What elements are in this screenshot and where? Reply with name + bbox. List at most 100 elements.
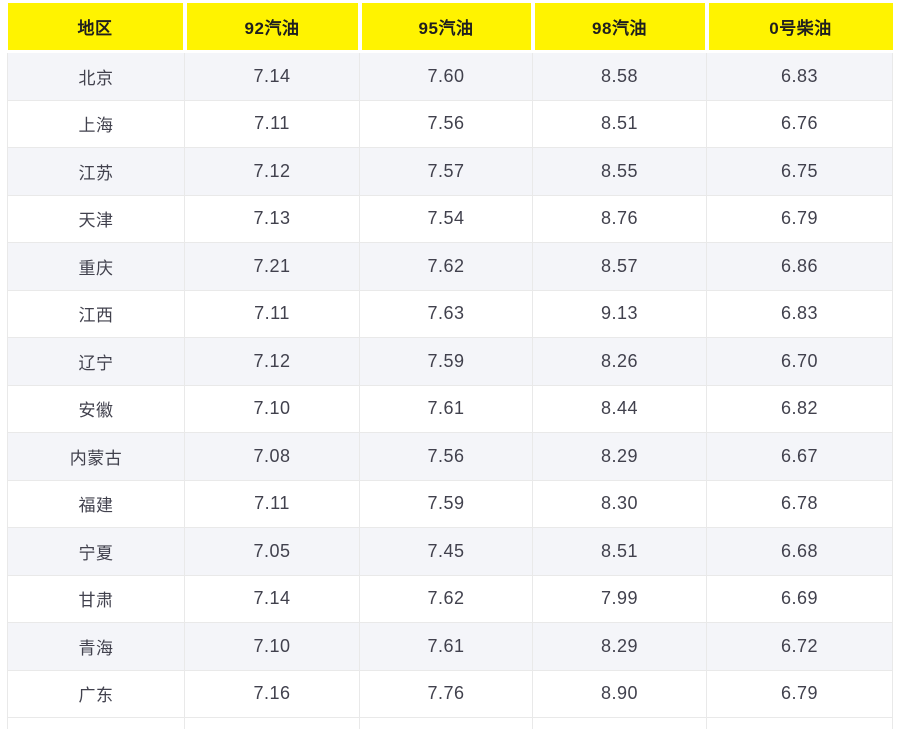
table-row: 广东 7.16 7.76 8.90 6.79 xyxy=(7,669,893,718)
table-row: 青海 7.10 7.61 8.29 6.72 xyxy=(7,622,893,670)
price-92-cell xyxy=(184,717,360,729)
header-row: 地区 92汽油 95汽油 98汽油 0号柴油 xyxy=(7,3,893,53)
price-98-cell: 8.29 xyxy=(532,432,707,480)
price-92-cell: 7.11 xyxy=(184,479,360,528)
price-92-cell: 7.11 xyxy=(184,99,360,148)
price-98-cell: 8.51 xyxy=(532,527,707,575)
region-cell: 上海 xyxy=(7,99,185,148)
price-92-cell: 7.16 xyxy=(184,669,360,718)
price-diesel-cell: 6.82 xyxy=(706,384,893,433)
price-95-cell: 7.62 xyxy=(359,574,533,623)
price-95-cell: 7.62 xyxy=(359,242,533,290)
price-diesel-cell: 6.68 xyxy=(706,527,893,575)
region-cell: 辽宁 xyxy=(7,337,185,385)
header-92-gasoline: 92汽油 xyxy=(182,3,360,53)
price-98-cell: 8.57 xyxy=(532,242,707,290)
table-row: 北京 7.14 7.60 8.58 6.83 xyxy=(7,51,893,100)
region-cell: 江苏 xyxy=(7,147,185,195)
price-98-cell: 8.30 xyxy=(532,479,707,528)
price-diesel-cell: 6.72 xyxy=(706,622,893,670)
price-98-cell: 8.58 xyxy=(532,51,707,100)
region-cell: 北京 xyxy=(7,51,185,100)
table-row-partial xyxy=(7,717,893,729)
table-row: 安徽 7.10 7.61 8.44 6.82 xyxy=(7,384,893,433)
header-0-diesel: 0号柴油 xyxy=(704,3,893,53)
price-diesel-cell xyxy=(706,717,893,729)
price-92-cell: 7.10 xyxy=(184,384,360,433)
price-92-cell: 7.13 xyxy=(184,194,360,243)
price-diesel-cell: 6.83 xyxy=(706,289,893,338)
price-98-cell: 9.13 xyxy=(532,289,707,338)
price-diesel-cell: 6.79 xyxy=(706,194,893,243)
region-cell: 福建 xyxy=(7,479,185,528)
region-cell: 安徽 xyxy=(7,384,185,433)
region-cell: 内蒙古 xyxy=(7,432,185,480)
price-98-cell: 8.55 xyxy=(532,147,707,195)
region-cell: 重庆 xyxy=(7,242,185,290)
price-95-cell: 7.61 xyxy=(359,384,533,433)
price-diesel-cell: 6.83 xyxy=(706,51,893,100)
price-98-cell: 8.29 xyxy=(532,622,707,670)
table-header: 地区 92汽油 95汽油 98汽油 0号柴油 xyxy=(7,3,893,53)
table-row: 内蒙古 7.08 7.56 8.29 6.67 xyxy=(7,432,893,480)
price-92-cell: 7.11 xyxy=(184,289,360,338)
price-98-cell: 8.76 xyxy=(532,194,707,243)
table-row: 宁夏 7.05 7.45 8.51 6.68 xyxy=(7,527,893,575)
price-95-cell: 7.61 xyxy=(359,622,533,670)
header-95-gasoline: 95汽油 xyxy=(357,3,533,53)
price-diesel-cell: 6.79 xyxy=(706,669,893,718)
table-row: 重庆 7.21 7.62 8.57 6.86 xyxy=(7,242,893,290)
price-95-cell: 7.57 xyxy=(359,147,533,195)
price-95-cell: 7.56 xyxy=(359,99,533,148)
price-diesel-cell: 6.78 xyxy=(706,479,893,528)
table-row: 江苏 7.12 7.57 8.55 6.75 xyxy=(7,147,893,195)
price-92-cell: 7.21 xyxy=(184,242,360,290)
region-cell: 江西 xyxy=(7,289,185,338)
table-row: 天津 7.13 7.54 8.76 6.79 xyxy=(7,194,893,243)
region-cell: 青海 xyxy=(7,622,185,670)
price-diesel-cell: 6.86 xyxy=(706,242,893,290)
price-95-cell: 7.76 xyxy=(359,669,533,718)
fuel-price-table: 地区 92汽油 95汽油 98汽油 0号柴油 北京 7.14 7.60 8.58… xyxy=(7,3,893,729)
price-diesel-cell: 6.70 xyxy=(706,337,893,385)
price-diesel-cell: 6.75 xyxy=(706,147,893,195)
table-row: 辽宁 7.12 7.59 8.26 6.70 xyxy=(7,337,893,385)
price-diesel-cell: 6.67 xyxy=(706,432,893,480)
price-98-cell xyxy=(532,717,707,729)
region-cell: 甘肃 xyxy=(7,574,185,623)
price-92-cell: 7.05 xyxy=(184,527,360,575)
table-row: 上海 7.11 7.56 8.51 6.76 xyxy=(7,99,893,148)
price-98-cell: 8.44 xyxy=(532,384,707,433)
price-95-cell: 7.59 xyxy=(359,479,533,528)
region-cell: 宁夏 xyxy=(7,527,185,575)
header-98-gasoline: 98汽油 xyxy=(530,3,707,53)
price-92-cell: 7.12 xyxy=(184,147,360,195)
price-diesel-cell: 6.76 xyxy=(706,99,893,148)
price-92-cell: 7.14 xyxy=(184,51,360,100)
price-95-cell: 7.54 xyxy=(359,194,533,243)
price-95-cell: 7.63 xyxy=(359,289,533,338)
table-row: 福建 7.11 7.59 8.30 6.78 xyxy=(7,479,893,528)
price-95-cell: 7.56 xyxy=(359,432,533,480)
region-cell: 天津 xyxy=(7,194,185,243)
price-92-cell: 7.08 xyxy=(184,432,360,480)
price-95-cell: 7.60 xyxy=(359,51,533,100)
price-92-cell: 7.14 xyxy=(184,574,360,623)
price-98-cell: 7.99 xyxy=(532,574,707,623)
table-body: 北京 7.14 7.60 8.58 6.83 上海 7.11 7.56 8.51… xyxy=(7,51,893,729)
region-cell xyxy=(7,717,185,729)
price-98-cell: 8.90 xyxy=(532,669,707,718)
table-row: 江西 7.11 7.63 9.13 6.83 xyxy=(7,289,893,338)
price-95-cell xyxy=(359,717,533,729)
table-row: 甘肃 7.14 7.62 7.99 6.69 xyxy=(7,574,893,623)
header-region: 地区 xyxy=(7,3,185,53)
price-92-cell: 7.12 xyxy=(184,337,360,385)
price-92-cell: 7.10 xyxy=(184,622,360,670)
region-cell: 广东 xyxy=(7,669,185,718)
price-95-cell: 7.59 xyxy=(359,337,533,385)
price-diesel-cell: 6.69 xyxy=(706,574,893,623)
price-98-cell: 8.51 xyxy=(532,99,707,148)
price-98-cell: 8.26 xyxy=(532,337,707,385)
price-95-cell: 7.45 xyxy=(359,527,533,575)
